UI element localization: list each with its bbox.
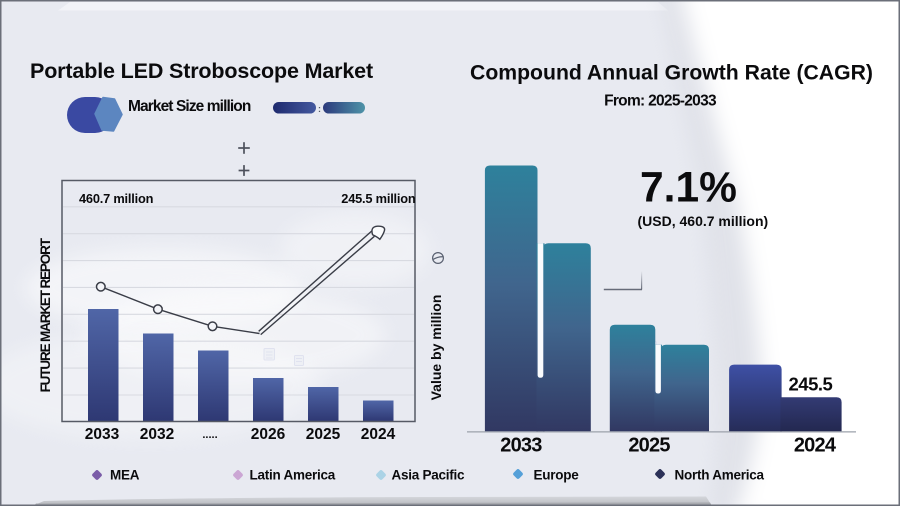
- svg-text:FUTURE MARKET REPORT: FUTURE MARKET REPORT: [38, 237, 53, 392]
- svg-text:From: 2025-2033: From: 2025-2033: [604, 93, 717, 110]
- svg-text:(USD, 460.7 million): (USD, 460.7 million): [638, 213, 769, 229]
- svg-text:2032: 2032: [140, 426, 174, 443]
- svg-text:2024: 2024: [361, 426, 396, 443]
- svg-text:2025: 2025: [306, 426, 341, 443]
- svg-text:Asia Pacific: Asia Pacific: [392, 468, 466, 483]
- svg-text:Portable LED Stroboscope Marke: Portable LED Stroboscope Market: [30, 59, 373, 83]
- svg-text:2025: 2025: [628, 435, 670, 457]
- svg-text:North America: North America: [675, 468, 765, 483]
- svg-text:Europe: Europe: [534, 468, 580, 483]
- svg-text:Value by million: Value by million: [428, 295, 444, 401]
- svg-text:7.1%: 7.1%: [640, 165, 737, 212]
- svg-text:MEA: MEA: [110, 468, 140, 483]
- svg-text:2024: 2024: [794, 435, 837, 457]
- svg-text:2033: 2033: [500, 435, 542, 457]
- svg-text:Compound Annual Growth Rate (C: Compound Annual Growth Rate (CAGR): [470, 62, 873, 85]
- svg-text:2033: 2033: [85, 426, 120, 443]
- svg-text:Latin America: Latin America: [250, 468, 336, 483]
- svg-text:245.5: 245.5: [789, 373, 833, 394]
- svg-text:Market Size million: Market Size million: [128, 98, 251, 115]
- svg-text::: :: [318, 104, 321, 114]
- svg-text:460.7 million: 460.7 million: [79, 191, 154, 206]
- svg-text:.....: .....: [202, 429, 217, 441]
- svg-text:245.5 million: 245.5 million: [341, 191, 416, 206]
- svg-text:2026: 2026: [251, 426, 286, 443]
